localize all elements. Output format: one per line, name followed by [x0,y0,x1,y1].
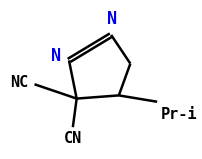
Text: CN: CN [63,131,82,146]
Text: N: N [107,10,117,28]
Text: NC: NC [11,75,29,90]
Text: Pr-i: Pr-i [160,107,197,121]
Text: N: N [51,47,61,66]
